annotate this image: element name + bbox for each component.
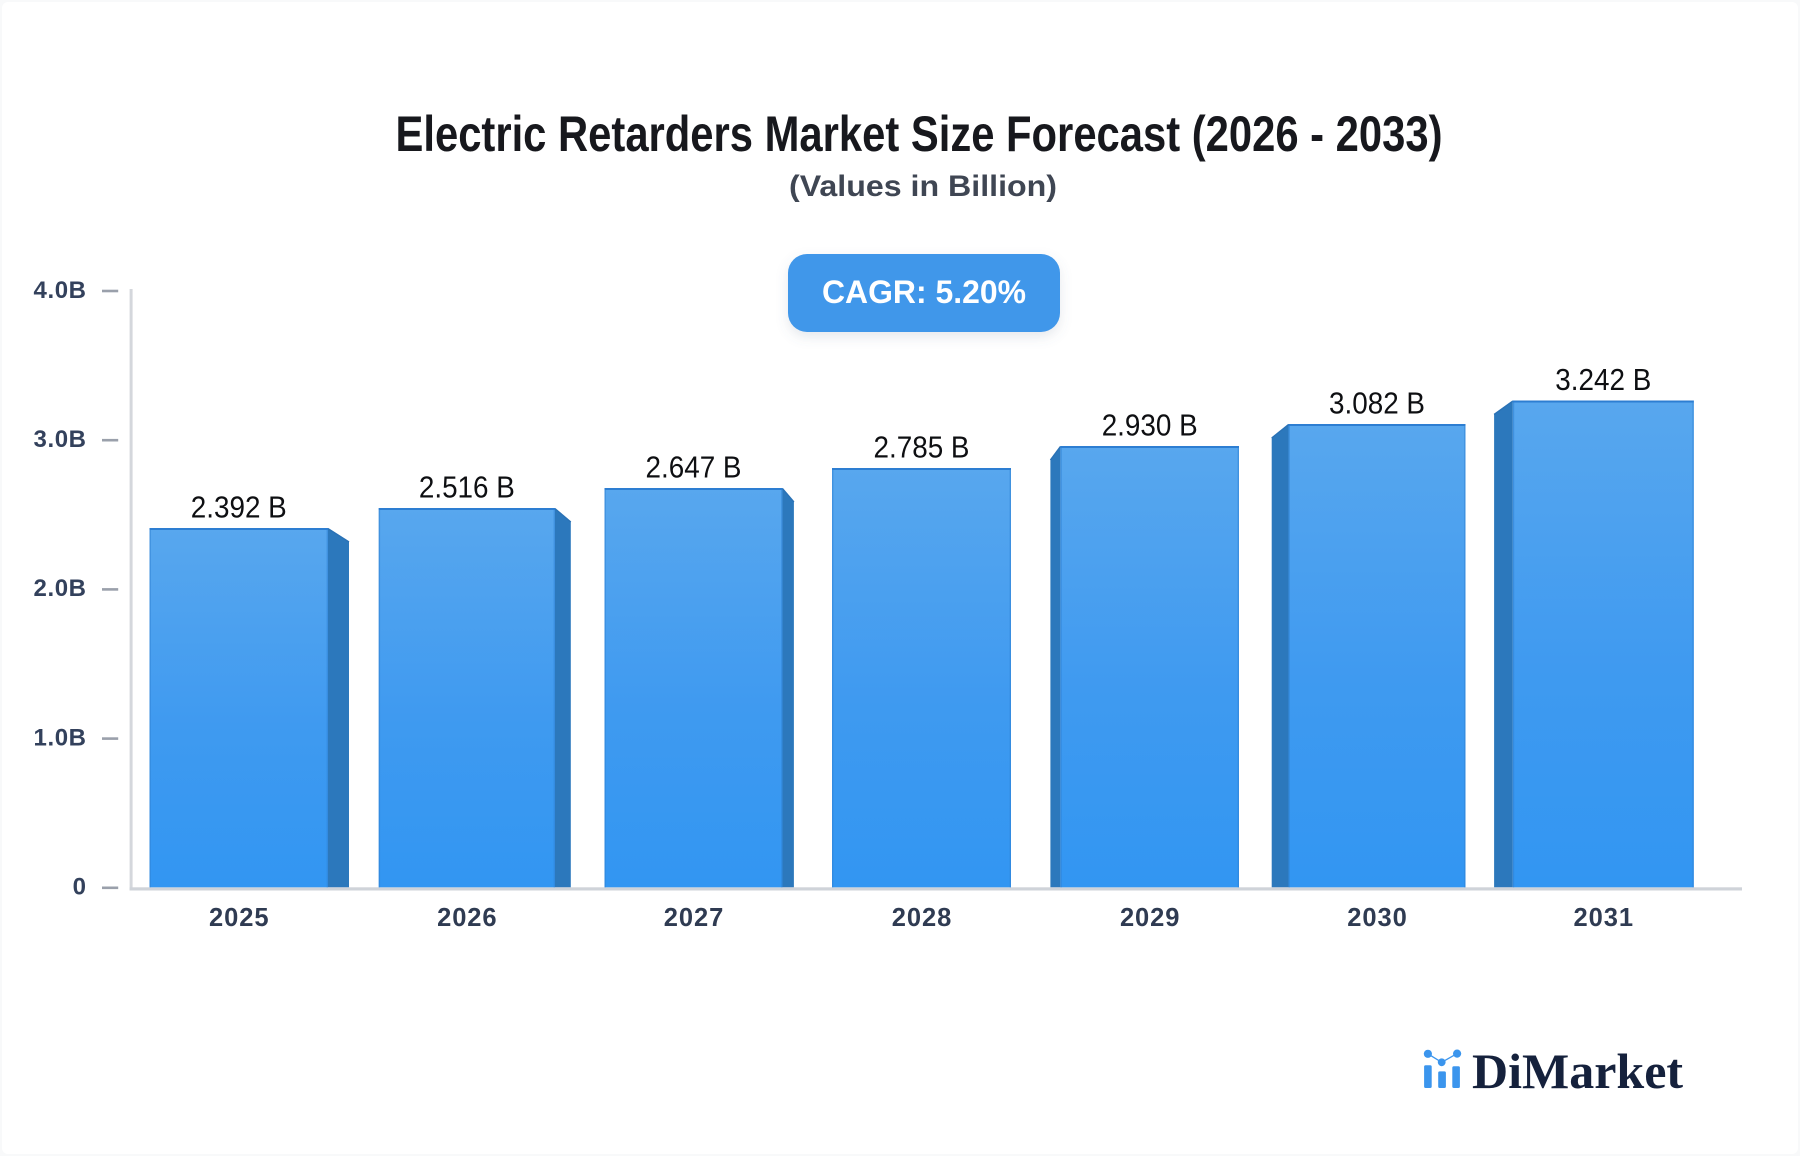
svg-text:2029: 2029 (1120, 904, 1180, 932)
svg-text:CAGR: 5.20%: CAGR: 5.20% (822, 274, 1026, 310)
svg-text:2025: 2025 (209, 904, 269, 932)
svg-text:Electric Retarders Market Size: Electric Retarders Market Size Forecast … (396, 106, 1443, 162)
svg-text:2030: 2030 (1347, 904, 1407, 932)
svg-text:2027: 2027 (664, 904, 724, 932)
svg-text:2.516 B: 2.516 B (419, 470, 515, 505)
svg-text:2026: 2026 (437, 904, 496, 932)
svg-text:3.082 B: 3.082 B (1329, 386, 1425, 421)
svg-text:2.785 B: 2.785 B (874, 430, 970, 465)
svg-text:(Values in Billion): (Values in Billion) (789, 170, 1057, 203)
svg-text:0: 0 (73, 874, 86, 901)
svg-text:2028: 2028 (892, 904, 952, 932)
svg-text:2.647 B: 2.647 B (646, 450, 742, 485)
svg-text:3.0B: 3.0B (34, 426, 87, 453)
svg-text:2.392 B: 2.392 B (191, 490, 287, 525)
svg-text:4.0B: 4.0B (34, 277, 87, 304)
svg-text:2.0B: 2.0B (34, 575, 87, 602)
svg-text:2.930 B: 2.930 B (1102, 408, 1198, 443)
svg-text:1.0B: 1.0B (34, 724, 87, 751)
svg-text:2031: 2031 (1574, 904, 1634, 932)
svg-text:3.242 B: 3.242 B (1555, 362, 1651, 397)
svg-text:DiMarket: DiMarket (1472, 1043, 1683, 1099)
